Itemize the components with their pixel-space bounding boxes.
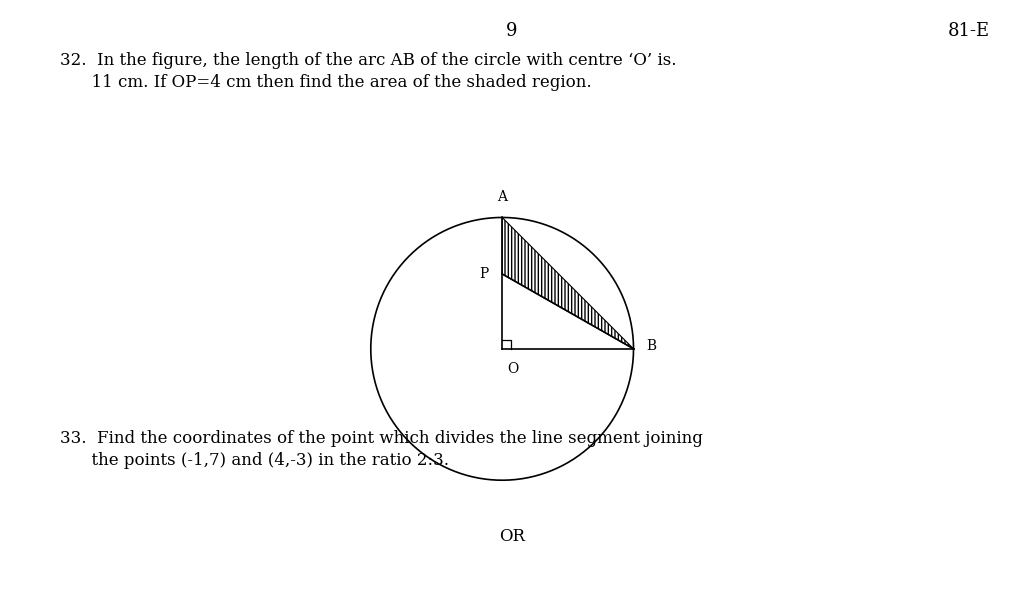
- Text: 33.  Find the coordinates of the point which divides the line segment joining: 33. Find the coordinates of the point wh…: [60, 430, 702, 447]
- Polygon shape: [502, 217, 634, 349]
- Text: O: O: [508, 362, 518, 376]
- Text: the points (-1,7) and (4,-3) in the ratio 2:3.: the points (-1,7) and (4,-3) in the rati…: [60, 452, 449, 469]
- Text: OR: OR: [499, 528, 525, 545]
- Text: B: B: [647, 339, 656, 353]
- Text: 11 cm. If OP=4 cm then find the area of the shaded region.: 11 cm. If OP=4 cm then find the area of …: [60, 74, 592, 91]
- Text: 81-E: 81-E: [948, 22, 990, 40]
- Text: A: A: [497, 190, 507, 204]
- Text: P: P: [480, 267, 489, 281]
- Text: 9: 9: [506, 22, 518, 40]
- Text: 32.  In the figure, the length of the arc AB of the circle with centre ‘O’ is.: 32. In the figure, the length of the arc…: [60, 52, 677, 69]
